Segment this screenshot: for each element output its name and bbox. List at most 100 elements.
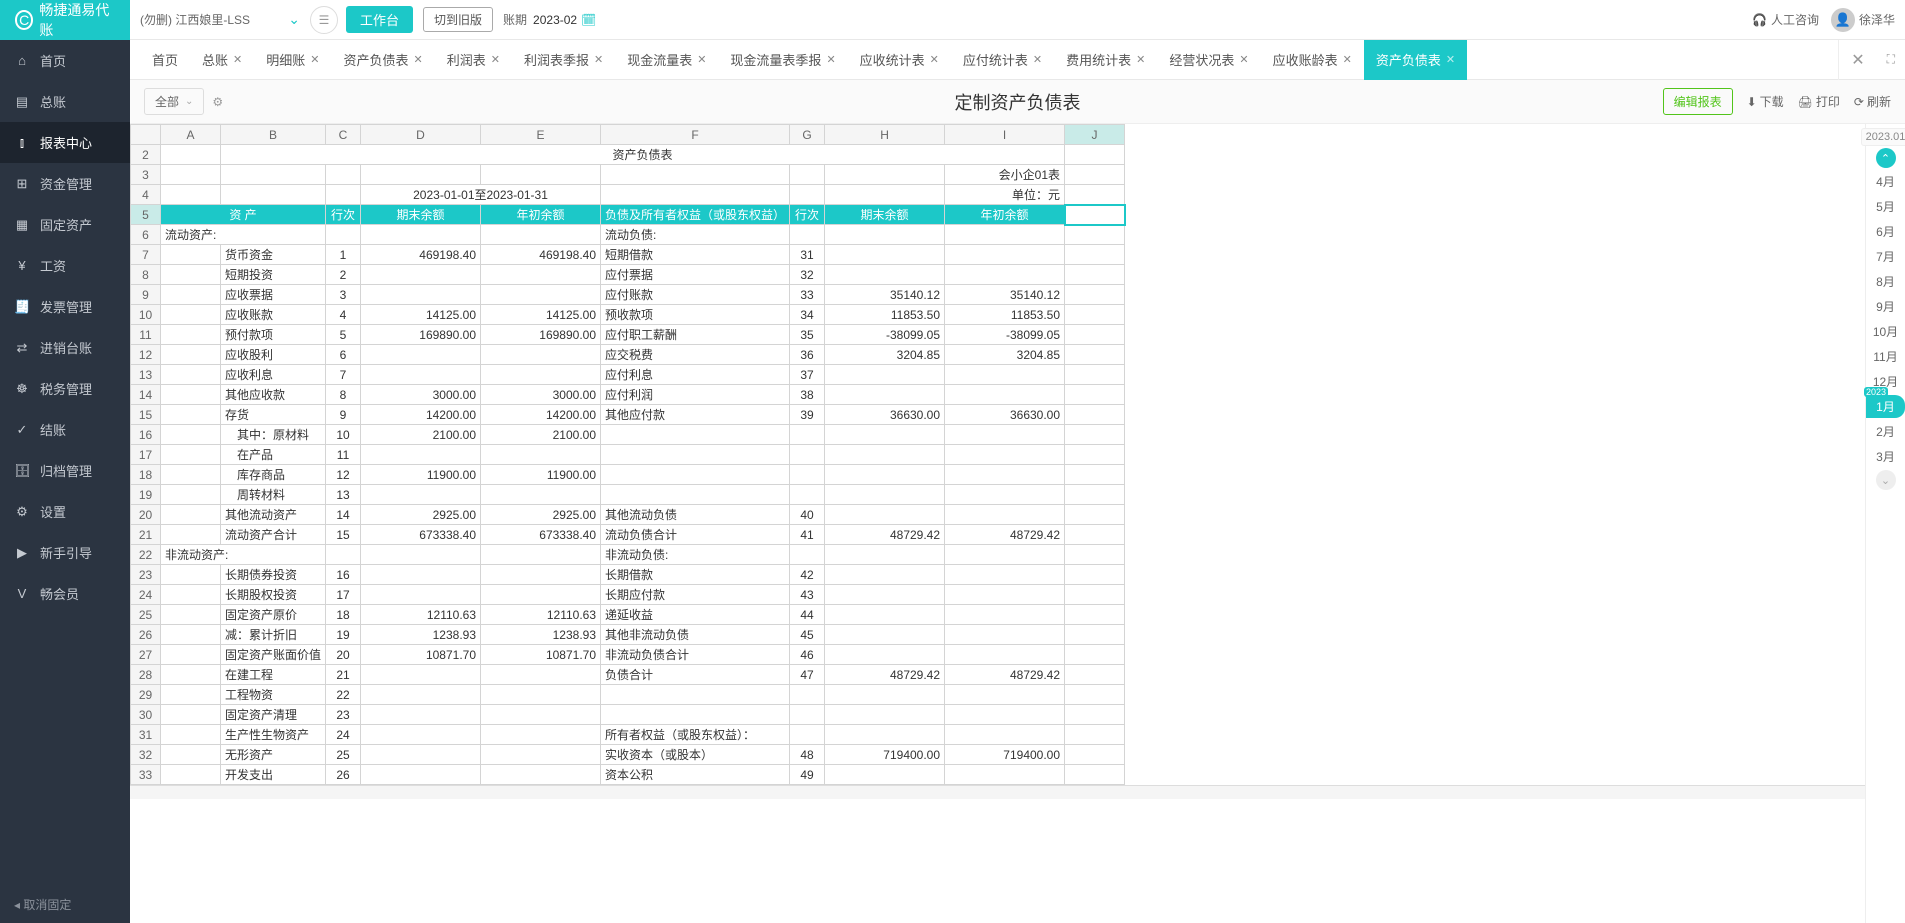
cell[interactable]: 无形资产	[221, 745, 326, 765]
cell[interactable]: 17	[326, 585, 361, 605]
cell[interactable]	[361, 765, 481, 785]
close-icon[interactable]: ✕	[930, 53, 939, 66]
close-all-tabs[interactable]: ✕	[1838, 40, 1876, 80]
tab[interactable]: 现金流量表季报✕	[718, 40, 847, 80]
column-header[interactable]: G	[790, 125, 825, 145]
user-menu[interactable]: 👤 徐泽华	[1831, 8, 1895, 32]
cell[interactable]: 应交税费	[601, 345, 790, 365]
cell[interactable]	[161, 265, 221, 285]
cell[interactable]	[481, 545, 601, 565]
cell[interactable]	[945, 725, 1065, 745]
cell[interactable]	[825, 265, 945, 285]
cell[interactable]	[1065, 745, 1125, 765]
cell[interactable]: 流动资产:	[161, 225, 326, 245]
row-header[interactable]: 21	[131, 525, 161, 545]
cell[interactable]	[1065, 445, 1125, 465]
cell[interactable]	[945, 605, 1065, 625]
row-header[interactable]: 31	[131, 725, 161, 745]
cell[interactable]	[945, 245, 1065, 265]
cell[interactable]	[361, 665, 481, 685]
cell[interactable]	[1065, 285, 1125, 305]
cell[interactable]	[161, 385, 221, 405]
month-item[interactable]: 10月	[1866, 320, 1905, 343]
cell[interactable]: 48729.42	[945, 525, 1065, 545]
sidebar-item[interactable]: 🧾发票管理	[0, 286, 130, 327]
cell[interactable]: 应收账款	[221, 305, 326, 325]
cell[interactable]: 23	[326, 705, 361, 725]
horizontal-scrollbar[interactable]	[130, 785, 1865, 799]
cell[interactable]: 14200.00	[481, 405, 601, 425]
cell[interactable]	[1065, 305, 1125, 325]
close-icon[interactable]: ✕	[1033, 53, 1042, 66]
cell[interactable]: 11853.50	[825, 305, 945, 325]
cell[interactable]	[1065, 685, 1125, 705]
row-header[interactable]: 23	[131, 565, 161, 585]
sidebar-item[interactable]: ⫾报表中心	[0, 122, 130, 163]
row-header[interactable]: 20	[131, 505, 161, 525]
cell[interactable]: 39	[790, 405, 825, 425]
close-icon[interactable]: ✕	[1343, 53, 1352, 66]
cell[interactable]: 469198.40	[481, 245, 601, 265]
month-item[interactable]: 9月	[1866, 295, 1905, 318]
tab[interactable]: 资产负债表✕	[331, 40, 434, 80]
tab[interactable]: 现金流量表✕	[615, 40, 718, 80]
cell[interactable]: 应付利息	[601, 365, 790, 385]
cell[interactable]	[481, 285, 601, 305]
cell[interactable]: 14	[326, 505, 361, 525]
cell[interactable]: 48729.42	[945, 665, 1065, 685]
cell[interactable]: 应收票据	[221, 285, 326, 305]
cell[interactable]	[1065, 625, 1125, 645]
settings-icon[interactable]: ⚙	[212, 95, 223, 109]
cell[interactable]: 3000.00	[481, 385, 601, 405]
cell[interactable]	[481, 485, 601, 505]
cell[interactable]	[161, 725, 221, 745]
cell[interactable]	[361, 725, 481, 745]
cell[interactable]: 9	[326, 405, 361, 425]
close-icon[interactable]: ✕	[233, 53, 242, 66]
cell[interactable]	[161, 485, 221, 505]
cell[interactable]	[481, 705, 601, 725]
cell[interactable]: 22	[326, 685, 361, 705]
cell[interactable]	[825, 225, 945, 245]
cell[interactable]: 42	[790, 565, 825, 585]
cell[interactable]	[1065, 705, 1125, 725]
cell[interactable]	[825, 465, 945, 485]
cell[interactable]	[161, 685, 221, 705]
cell[interactable]	[945, 365, 1065, 385]
sidebar-item[interactable]: ✓结账	[0, 409, 130, 450]
cell[interactable]	[1065, 525, 1125, 545]
cell[interactable]: 25	[326, 745, 361, 765]
cell[interactable]	[945, 585, 1065, 605]
cell[interactable]	[1065, 645, 1125, 665]
tab[interactable]: 首页	[140, 40, 190, 80]
cell[interactable]: 工程物资	[221, 685, 326, 705]
cell[interactable]	[1065, 325, 1125, 345]
cell[interactable]	[945, 485, 1065, 505]
close-icon[interactable]: ✕	[491, 53, 500, 66]
switch-old-button[interactable]: 切到旧版	[423, 7, 493, 32]
cell[interactable]: 2100.00	[481, 425, 601, 445]
row-header[interactable]: 19	[131, 485, 161, 505]
cell[interactable]	[825, 565, 945, 585]
cell[interactable]: 24	[326, 725, 361, 745]
cell[interactable]: 719400.00	[945, 745, 1065, 765]
month-item[interactable]: 3月	[1866, 445, 1905, 468]
cell[interactable]	[1065, 225, 1125, 245]
cell[interactable]: 673338.40	[481, 525, 601, 545]
cell[interactable]: 2925.00	[361, 505, 481, 525]
row-header[interactable]: 13	[131, 365, 161, 385]
cell[interactable]	[1065, 605, 1125, 625]
cell[interactable]	[161, 505, 221, 525]
row-header[interactable]: 27	[131, 645, 161, 665]
cell[interactable]	[481, 685, 601, 705]
cell[interactable]: 减：累计折旧	[221, 625, 326, 645]
selected-cell[interactable]	[1065, 205, 1125, 225]
cell[interactable]: 应收利息	[221, 365, 326, 385]
row-header[interactable]: 24	[131, 585, 161, 605]
cell[interactable]: 长期借款	[601, 565, 790, 585]
cell[interactable]: 实收资本（或股本）	[601, 745, 790, 765]
cell[interactable]: 其他流动资产	[221, 505, 326, 525]
cell[interactable]	[945, 565, 1065, 585]
cell[interactable]: 12	[326, 465, 361, 485]
cell[interactable]	[1065, 585, 1125, 605]
